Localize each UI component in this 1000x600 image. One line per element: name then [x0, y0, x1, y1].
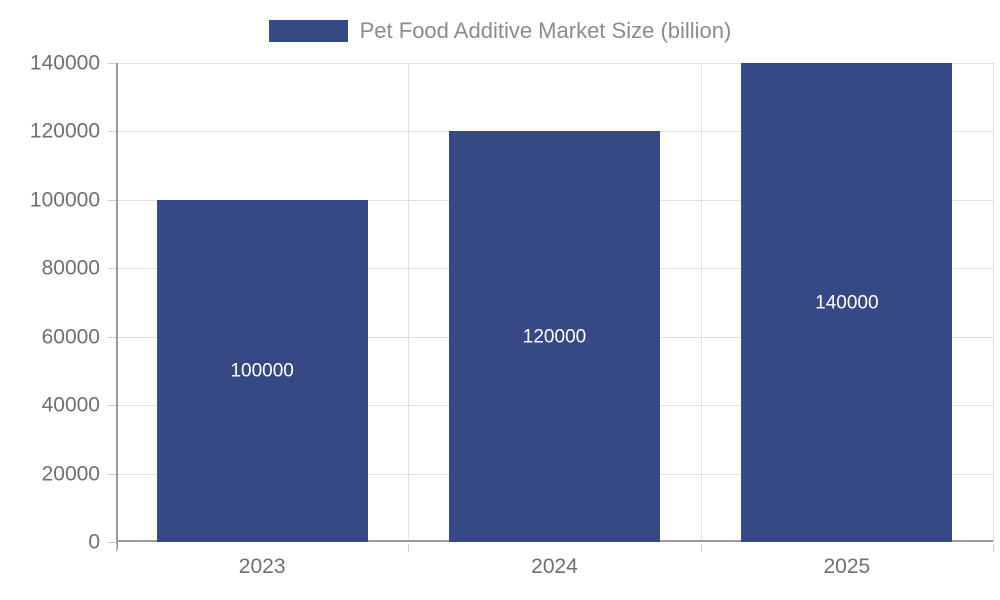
bar-value-label: 140000 [815, 292, 879, 313]
legend-label: Pet Food Additive Market Size (billion) [359, 18, 732, 43]
y-axis-tick-label: 40000 [41, 393, 100, 417]
v-gridline [993, 63, 994, 542]
x-axis-tick [700, 544, 702, 552]
bar[interactable]: 100000 [156, 199, 368, 542]
y-axis-tick [108, 199, 116, 201]
x-axis-tick-label: 2024 [531, 555, 578, 578]
y-axis-tick-label: 0 [88, 530, 100, 554]
y-axis-line [116, 63, 118, 550]
bar-value-label: 120000 [522, 326, 587, 348]
bar-value-label: 100000 [230, 360, 294, 382]
x-axis-tick-label: 2025 [823, 555, 871, 578]
y-axis-tick [108, 405, 116, 407]
x-axis-tick [408, 544, 410, 552]
x-axis-tick [116, 544, 117, 552]
bar[interactable]: 140000 [741, 63, 953, 542]
v-gridline [700, 63, 702, 542]
legend-item[interactable]: Pet Food Additive Market Size (billion) [0, 17, 1000, 45]
y-axis-tick [108, 336, 116, 338]
y-axis-tick-label: 80000 [41, 256, 100, 280]
h-gridline [116, 63, 993, 64]
y-axis-tick-label: 140000 [29, 51, 100, 75]
y-axis-tick [108, 131, 116, 133]
plot-area: 0 20000 40000 60000 80000 100000 120000 140000 2… [30, 53, 994, 577]
legend-swatch [268, 20, 348, 42]
y-axis-tick [108, 63, 116, 64]
y-axis-tick [108, 268, 116, 270]
y-axis-tick-label: 100000 [29, 188, 100, 212]
y-axis-tick-label: 120000 [29, 119, 100, 143]
y-axis-tick-label: 20000 [41, 462, 100, 486]
v-gridline [408, 63, 410, 542]
y-axis-tick-label: 60000 [41, 325, 100, 349]
y-axis-tick [108, 473, 116, 475]
y-axis-tick [108, 542, 116, 543]
x-axis-tick [993, 544, 994, 552]
x-axis-tick-label: 2023 [238, 555, 286, 578]
bar[interactable]: 120000 [449, 131, 660, 542]
